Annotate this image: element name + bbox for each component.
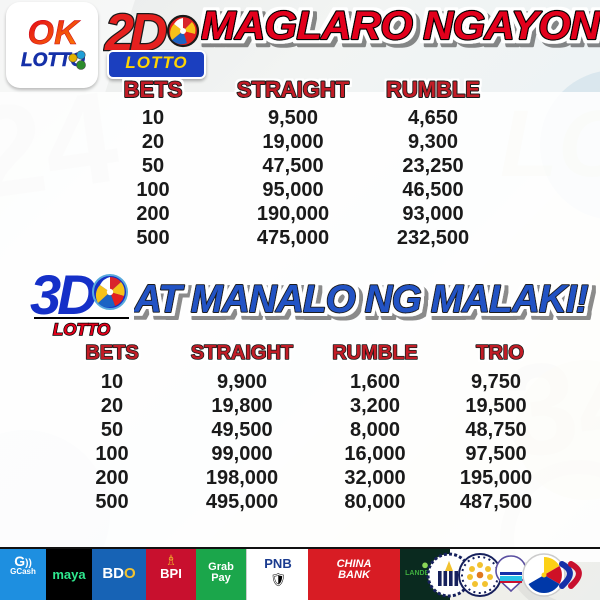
svg-text:STRAIGHT: STRAIGHT	[191, 342, 293, 364]
svg-text:OK: OK	[28, 14, 81, 52]
svg-text:STRAIGHT: STRAIGHT	[237, 77, 350, 102]
svg-text:MAGLARO NGAYON: MAGLARO NGAYON	[201, 3, 600, 48]
svg-text:RUMBLE: RUMBLE	[386, 77, 480, 102]
svg-text:BETS: BETS	[124, 77, 183, 102]
svg-text:BETS: BETS	[85, 342, 138, 364]
svg-text:RUMBLE: RUMBLE	[332, 342, 418, 364]
svg-text:AT MANALO NG MALAKI!: AT MANALO NG MALAKI!	[134, 278, 589, 321]
svg-text:TRIO: TRIO	[476, 342, 524, 364]
